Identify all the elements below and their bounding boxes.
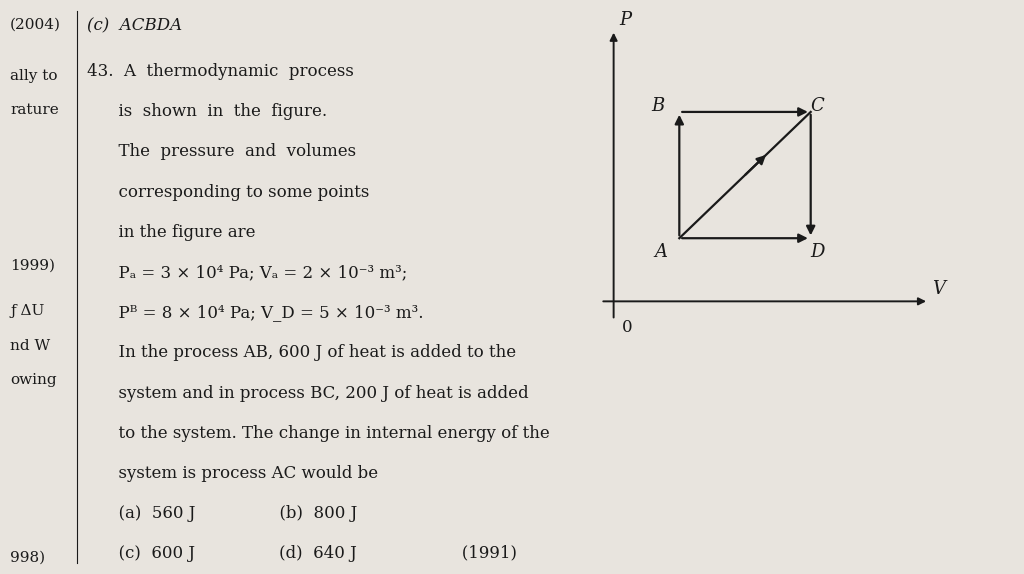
- Text: nd W: nd W: [10, 339, 50, 352]
- Text: is  shown  in  the  figure.: is shown in the figure.: [87, 103, 327, 121]
- Text: 43.  A  thermodynamic  process: 43. A thermodynamic process: [87, 63, 354, 80]
- Text: in the figure are: in the figure are: [87, 224, 256, 241]
- Text: V: V: [932, 280, 945, 298]
- Text: A: A: [654, 243, 668, 261]
- Text: (c)  ACBDA: (c) ACBDA: [87, 17, 182, 34]
- Text: ƒ ΔU: ƒ ΔU: [10, 304, 45, 318]
- Text: Pₐ = 3 × 10⁴ Pa; Vₐ = 2 × 10⁻³ m³;: Pₐ = 3 × 10⁴ Pa; Vₐ = 2 × 10⁻³ m³;: [87, 264, 408, 281]
- Text: (2004): (2004): [10, 17, 61, 31]
- Text: (c)  600 J                (d)  640 J                    (1991): (c) 600 J (d) 640 J (1991): [87, 545, 517, 563]
- Text: owing: owing: [10, 373, 57, 387]
- Text: corresponding to some points: corresponding to some points: [87, 184, 370, 201]
- Text: (a)  560 J                (b)  800 J: (a) 560 J (b) 800 J: [87, 505, 357, 522]
- Text: 998): 998): [10, 551, 45, 565]
- Text: ally to: ally to: [10, 69, 57, 83]
- Text: system is process AC would be: system is process AC would be: [87, 465, 378, 482]
- Text: In the process AB, 600 J of heat is added to the: In the process AB, 600 J of heat is adde…: [87, 344, 516, 362]
- Text: Pᴮ = 8 × 10⁴ Pa; V_D = 5 × 10⁻³ m³.: Pᴮ = 8 × 10⁴ Pa; V_D = 5 × 10⁻³ m³.: [87, 304, 424, 321]
- Text: rature: rature: [10, 103, 59, 117]
- Text: D: D: [810, 243, 824, 261]
- Text: P: P: [618, 10, 631, 29]
- Text: 0: 0: [622, 319, 632, 336]
- Text: C: C: [810, 96, 824, 115]
- Text: system and in process BC, 200 J of heat is added: system and in process BC, 200 J of heat …: [87, 385, 528, 402]
- Text: 1999): 1999): [10, 258, 55, 272]
- Text: to the system. The change in internal energy of the: to the system. The change in internal en…: [87, 425, 550, 442]
- Text: B: B: [651, 96, 665, 115]
- Text: The  pressure  and  volumes: The pressure and volumes: [87, 144, 356, 161]
